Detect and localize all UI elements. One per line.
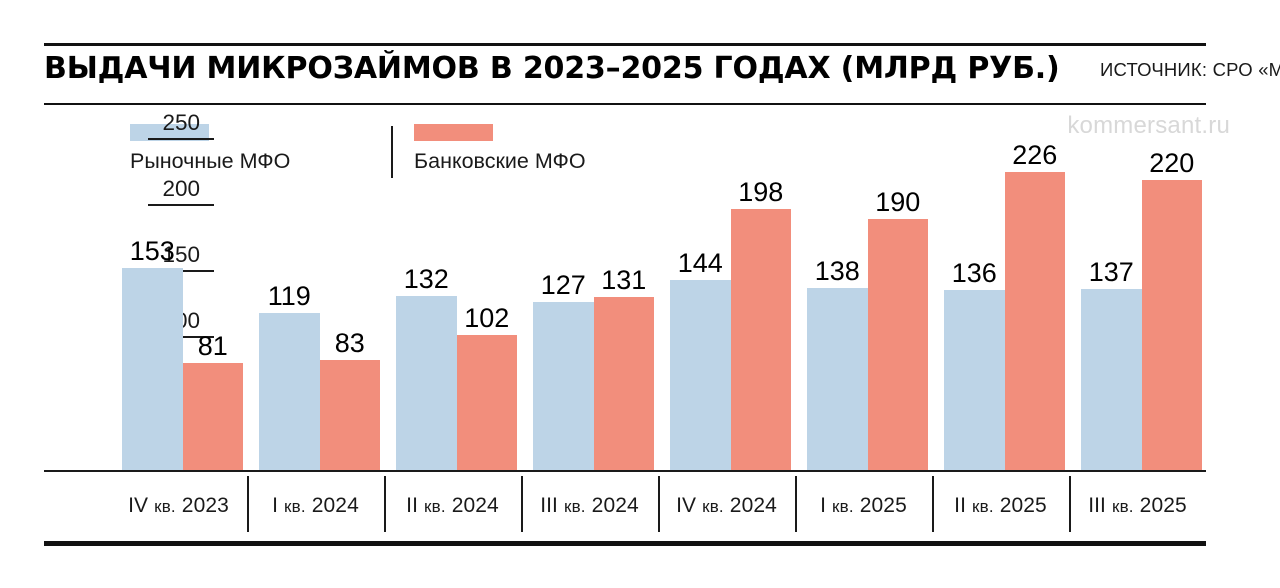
header-top-rule — [44, 43, 1206, 46]
y-axis-tick-label: 150 — [162, 242, 200, 267]
source-credit: ИСТОЧНИК: СРО «МИР». — [1100, 59, 1280, 80]
bar-bank-mfo: 198 — [730, 178, 791, 470]
y-axis-tick: 200 — [110, 176, 218, 206]
category-separator — [795, 476, 797, 532]
category-axis: IV кв. 2023 I кв. 2024 II кв. 2024 III кв. … — [110, 472, 1206, 540]
category-label: IV кв. 2024 — [676, 494, 777, 517]
bar-value-label: 83 — [334, 328, 365, 359]
category-label-cell: I кв. 2024 — [247, 472, 384, 540]
bar-market-mfo: 119 — [259, 282, 320, 470]
bar-value-label: 131 — [601, 265, 647, 296]
category-label: IV кв. 2023 — [128, 494, 229, 517]
bar-value-label: 190 — [875, 187, 921, 218]
category-separator — [247, 476, 249, 532]
legend-swatch-market-mfo — [130, 124, 209, 141]
category-label-cell: III кв. 2024 — [521, 472, 658, 540]
bar-bank-mfo: 226 — [1004, 141, 1065, 470]
bar-value-label: 81 — [197, 331, 228, 362]
category-separator — [384, 476, 386, 532]
category-label-cell: II кв. 2024 — [384, 472, 521, 540]
category-label-cell: IV кв. 2023 — [110, 472, 247, 540]
legend-divider — [391, 126, 393, 178]
bar-bank-mfo: 190 — [867, 189, 928, 470]
bar-bank-mfo: 102 — [456, 305, 517, 470]
category-label-cell: IV кв. 2024 — [658, 472, 795, 540]
footer-rule — [44, 541, 1206, 546]
watermark-label: kommersant.ru — [1067, 112, 1230, 139]
legend-label-bank-mfo: Банковские МФО — [414, 149, 586, 173]
bar-value-label: 153 — [129, 236, 175, 267]
category-separator — [932, 476, 934, 532]
bar-market-mfo: 138 — [807, 257, 868, 470]
bar-value-label: 137 — [1088, 257, 1134, 288]
bar-value-label: 136 — [951, 258, 997, 289]
category-label: III кв. 2025 — [1088, 494, 1187, 517]
bar-market-mfo: 144 — [670, 249, 731, 470]
category-separator — [521, 476, 523, 532]
category-separator — [658, 476, 660, 532]
category-label: I кв. 2025 — [820, 494, 907, 517]
bar-value-label: 226 — [1012, 139, 1058, 170]
category-label-cell: III кв. 2025 — [1069, 472, 1206, 540]
bar-value-label: 144 — [677, 247, 723, 278]
legend-swatch-bank-mfo — [414, 124, 493, 141]
category-label-cell: I кв. 2025 — [795, 472, 932, 540]
category-label: II кв. 2025 — [954, 494, 1047, 517]
bar-bank-mfo: 83 — [319, 330, 380, 470]
bar-value-label: 220 — [1149, 147, 1195, 178]
plot-area: 0501001502002501531191321271441381361378… — [110, 110, 1206, 470]
legend-item-bank-mfo: Банковские МФО — [393, 124, 674, 178]
y-axis-tick: 250 — [110, 110, 218, 140]
legend-label-market-mfo: Рыночные МФО — [130, 149, 291, 173]
bar-value-label: 132 — [403, 263, 449, 294]
category-label: II кв. 2024 — [406, 494, 499, 517]
bar-bank-mfo: 131 — [593, 267, 654, 470]
bar-market-mfo: 137 — [1081, 259, 1142, 470]
bar-bank-mfo: 81 — [182, 333, 243, 470]
bar-market-mfo: 153 — [122, 238, 183, 470]
bar-bank-mfo: 220 — [1141, 149, 1202, 470]
bar-market-mfo: 127 — [533, 272, 594, 470]
legend-item-market-mfo: Рыночные МФО — [130, 124, 390, 178]
bar-value-label: 138 — [814, 255, 860, 286]
bar-value-label: 127 — [540, 270, 586, 301]
header-title-row: ВЫДАЧИ МИКРОЗАЙМОВ В 2023–2025 ГОДАХ (МЛ… — [44, 51, 1280, 98]
category-label: I кв. 2024 — [272, 494, 359, 517]
bar-value-label: 119 — [267, 280, 311, 311]
bar-value-label: 198 — [738, 176, 784, 207]
y-axis-tick-label: 200 — [162, 176, 200, 201]
y-axis-tick-label: 250 — [162, 110, 200, 135]
axis-baseline — [44, 470, 1206, 472]
bar-market-mfo: 132 — [396, 265, 457, 470]
y-axis-tick-mark — [148, 204, 214, 206]
y-axis-tick-mark — [148, 138, 214, 140]
category-separator — [1069, 476, 1071, 532]
bar-value-label: 102 — [464, 303, 510, 334]
category-label-cell: II кв. 2025 — [932, 472, 1069, 540]
bar-market-mfo: 136 — [944, 260, 1005, 470]
page-title: ВЫДАЧИ МИКРОЗАЙМОВ В 2023–2025 ГОДАХ (МЛ… — [44, 51, 1060, 86]
header-bottom-rule — [44, 103, 1206, 105]
category-label: III кв. 2024 — [540, 494, 639, 517]
